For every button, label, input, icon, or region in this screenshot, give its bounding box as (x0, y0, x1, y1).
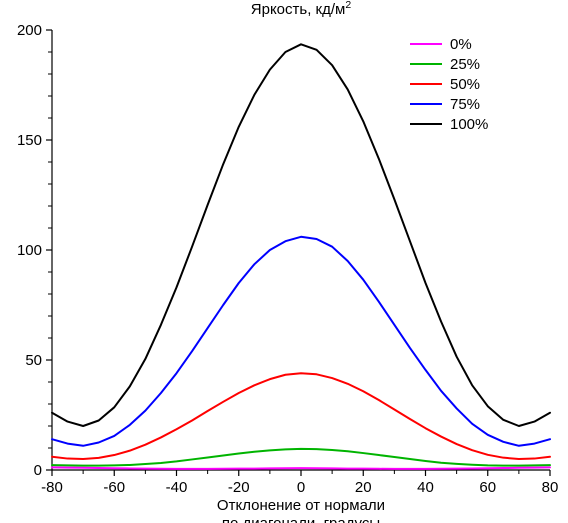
chart-container: { "chart": { "type": "line", "width": 56… (0, 0, 568, 523)
legend: 0% 25% 50% 75% 100% (410, 34, 488, 134)
legend-swatch (410, 123, 442, 125)
y-axis-title: Яркость, кд/м2 (251, 0, 352, 18)
x-tick-label: -80 (41, 479, 63, 496)
x-axis-title-line1: Отклонение от нормали (217, 497, 385, 514)
series-line (52, 237, 550, 446)
x-tick-label: 60 (479, 479, 496, 496)
x-tick-label: 20 (355, 479, 372, 496)
y-tick-label: 100 (17, 242, 42, 259)
legend-item: 0% (410, 34, 488, 54)
legend-item: 50% (410, 74, 488, 94)
legend-label: 50% (450, 76, 480, 93)
x-tick-label: -20 (228, 479, 250, 496)
legend-swatch (410, 83, 442, 85)
x-tick-label: -40 (166, 479, 188, 496)
legend-label: 0% (450, 36, 472, 53)
legend-swatch (410, 103, 442, 105)
legend-label: 100% (450, 116, 488, 133)
y-tick-label: 0 (34, 462, 42, 479)
y-tick-label: 150 (17, 132, 42, 149)
legend-item: 75% (410, 94, 488, 114)
x-tick-label: 80 (542, 479, 559, 496)
y-tick-label: 50 (25, 352, 42, 369)
x-axis-title-line2: по диагонали, градусы (222, 515, 380, 523)
x-tick-label: 0 (297, 479, 305, 496)
legend-item: 25% (410, 54, 488, 74)
series-line (52, 373, 550, 459)
legend-swatch (410, 63, 442, 65)
legend-label: 75% (450, 96, 480, 113)
x-tick-label: 40 (417, 479, 434, 496)
legend-swatch (410, 43, 442, 45)
legend-item: 100% (410, 114, 488, 134)
series-line (52, 467, 550, 469)
y-tick-label: 200 (17, 22, 42, 39)
x-tick-label: -60 (103, 479, 125, 496)
legend-label: 25% (450, 56, 480, 73)
